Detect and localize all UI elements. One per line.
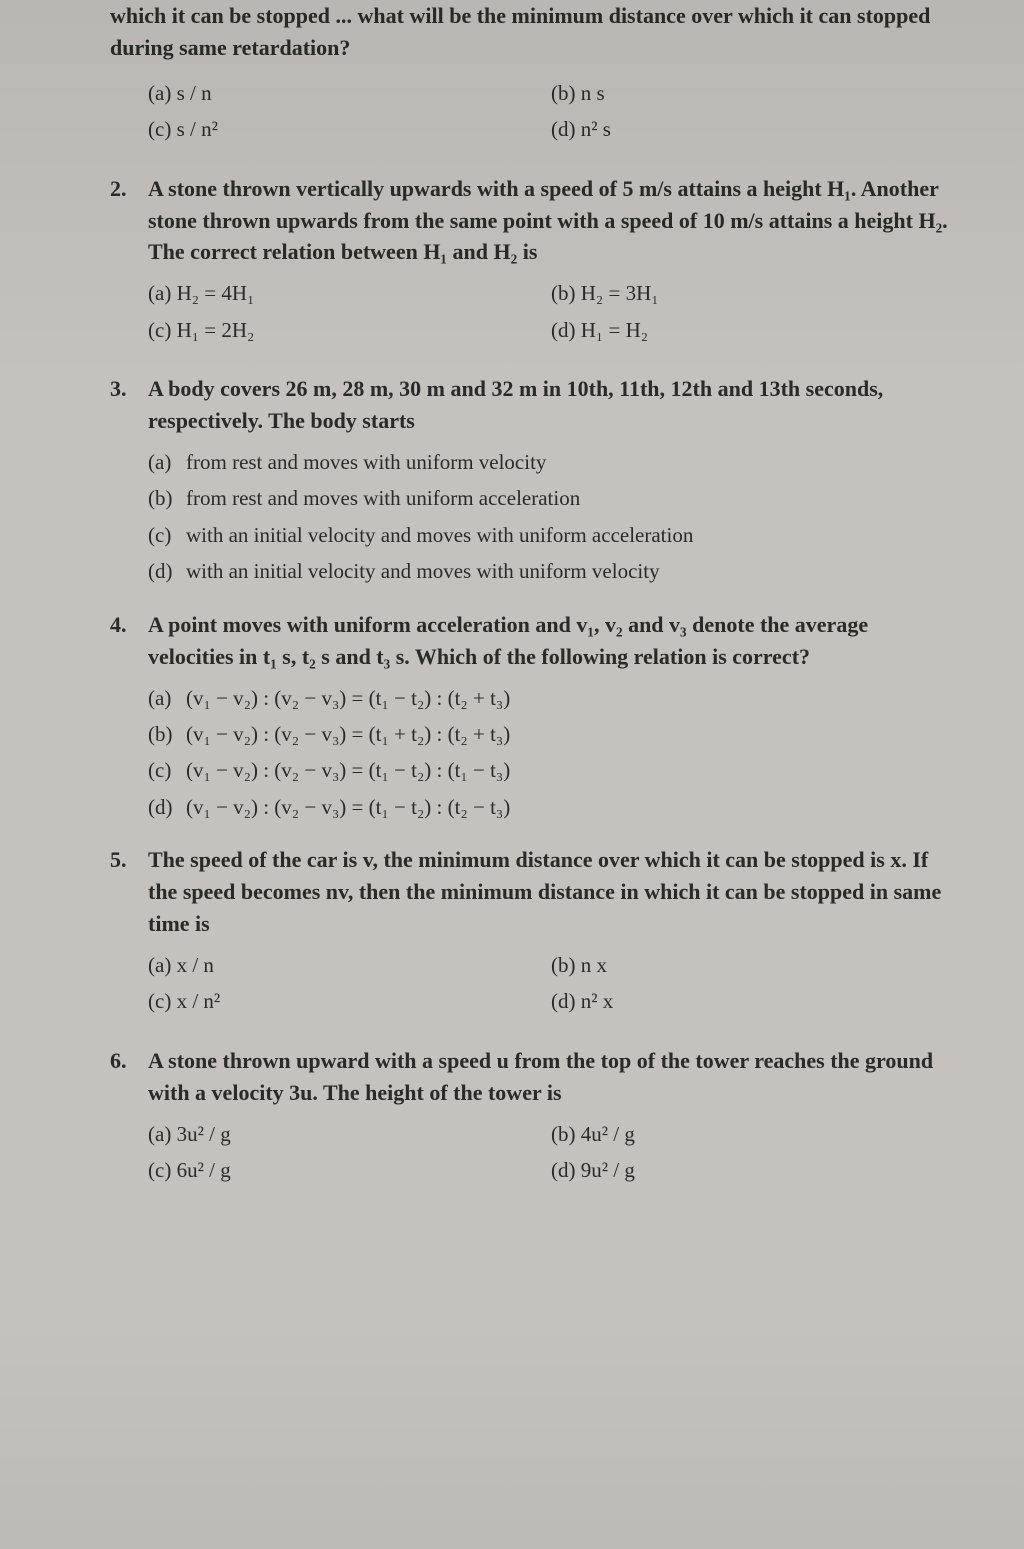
question-2-number: 2. [110,173,148,269]
option-4a-text: (v₁ − v₂) : (v₂ − v₃) = (t₁ − t₂) : (t₂ … [186,683,954,713]
option-2a: (a) H₂ = 4H₁ [148,278,551,308]
option-4c: (c)(v₁ − v₂) : (v₂ − v₃) = (t₁ − t₂) : (… [148,755,954,785]
option-4b: (b)(v₁ − v₂) : (v₂ − v₃) = (t₁ + t₂) : (… [148,719,954,749]
option-6b-text: 4u² / g [581,1122,635,1146]
question-6-options: (a) 3u² / g (b) 4u² / g (c) 6u² / g (d) … [110,1119,954,1192]
option-5a-text: x / n [177,953,214,977]
option-4d: (d)(v₁ − v₂) : (v₂ − v₃) = (t₁ − t₂) : (… [148,792,954,822]
option-3d: (d)with an initial velocity and moves wi… [148,556,954,586]
option-1b-text: n s [581,81,605,105]
option-6c-text: 6u² / g [177,1158,231,1182]
option-4d-text: (v₁ − v₂) : (v₂ − v₃) = (t₁ − t₂) : (t₂ … [186,792,954,822]
option-5c: (c) x / n² [148,986,551,1016]
question-2: 2. A stone thrown vertically upwards wit… [110,173,954,352]
option-3a: (a)from rest and moves with uniform velo… [148,447,954,477]
question-3: 3. A body covers 26 m, 28 m, 30 m and 32… [110,373,954,587]
option-1d-text: n² s [581,117,611,141]
option-3b: (b)from rest and moves with uniform acce… [148,483,954,513]
option-3c-text: with an initial velocity and moves with … [186,520,954,550]
question-5-text: The speed of the car is v, the minimum d… [148,844,954,940]
question-2-options: (a) H₂ = 4H₁ (b) H₂ = 3H₁ (c) H₁ = 2H₂ (… [110,278,954,351]
question-4: 4. A point moves with uniform accelerati… [110,609,954,823]
option-3b-text: from rest and moves with uniform acceler… [186,483,954,513]
option-5b-text: n x [581,953,607,977]
option-3a-text: from rest and moves with uniform velocit… [186,447,954,477]
option-4c-text: (v₁ − v₂) : (v₂ − v₃) = (t₁ − t₂) : (t₁ … [186,755,954,785]
option-6a-text: 3u² / g [177,1122,231,1146]
option-2b: (b) H₂ = 3H₁ [551,278,954,308]
option-1b: (b) n s [551,78,954,108]
option-5b: (b) n x [551,950,954,980]
option-1d: (d) n² s [551,114,954,144]
option-6b: (b) 4u² / g [551,1119,954,1149]
question-3-number: 3. [110,373,148,437]
option-2c: (c) H₁ = 2H₂ [148,315,551,345]
option-1a: (a) s / n [148,78,551,108]
option-6c: (c) 6u² / g [148,1155,551,1185]
option-6a: (a) 3u² / g [148,1119,551,1149]
option-6d-text: 9u² / g [581,1158,635,1182]
option-2b-text: H₂ = 3H₁ [581,281,659,305]
option-5d: (d) n² x [551,986,954,1016]
question-3-options: (a)from rest and moves with uniform velo… [110,447,954,587]
question-2-text: A stone thrown vertically upwards with a… [148,173,954,269]
option-4a: (a)(v₁ − v₂) : (v₂ − v₃) = (t₁ − t₂) : (… [148,683,954,713]
question-6: 6. A stone thrown upward with a speed u … [110,1045,954,1192]
question-4-options: (a)(v₁ − v₂) : (v₂ − v₃) = (t₁ − t₂) : (… [110,683,954,823]
option-1c: (c) s / n² [148,114,551,144]
question-4-text: A point moves with uniform acceleration … [148,609,954,673]
option-5d-text: n² x [581,989,614,1013]
question-4-number: 4. [110,609,148,673]
option-4b-text: (v₁ − v₂) : (v₂ − v₃) = (t₁ + t₂) : (t₂ … [186,719,954,749]
option-2c-text: H₁ = 2H₂ [177,318,255,342]
option-2a-text: H₂ = 4H₁ [177,281,255,305]
option-2d: (d) H₁ = H₂ [551,315,954,345]
question-1-options: (a) s / n (b) n s (c) s / n² (d) n² s [110,78,954,151]
option-5c-text: x / n² [177,989,221,1013]
question-6-number: 6. [110,1045,148,1109]
question-5-number: 5. [110,844,148,940]
option-6d: (d) 9u² / g [551,1155,954,1185]
question-1-intro-text: which it can be stopped ... what will be… [110,0,954,64]
option-2d-text: H₁ = H₂ [581,318,648,342]
question-3-text: A body covers 26 m, 28 m, 30 m and 32 m … [148,373,954,437]
option-3c: (c)with an initial velocity and moves wi… [148,520,954,550]
option-1a-text: s / n [177,81,212,105]
option-3d-text: with an initial velocity and moves with … [186,556,954,586]
question-5: 5. The speed of the car is v, the minimu… [110,844,954,1023]
option-1c-text: s / n² [177,117,218,141]
question-5-options: (a) x / n (b) n x (c) x / n² (d) n² x [110,950,954,1023]
question-1: which it can be stopped ... what will be… [110,0,954,151]
option-5a: (a) x / n [148,950,551,980]
question-6-text: A stone thrown upward with a speed u fro… [148,1045,954,1109]
